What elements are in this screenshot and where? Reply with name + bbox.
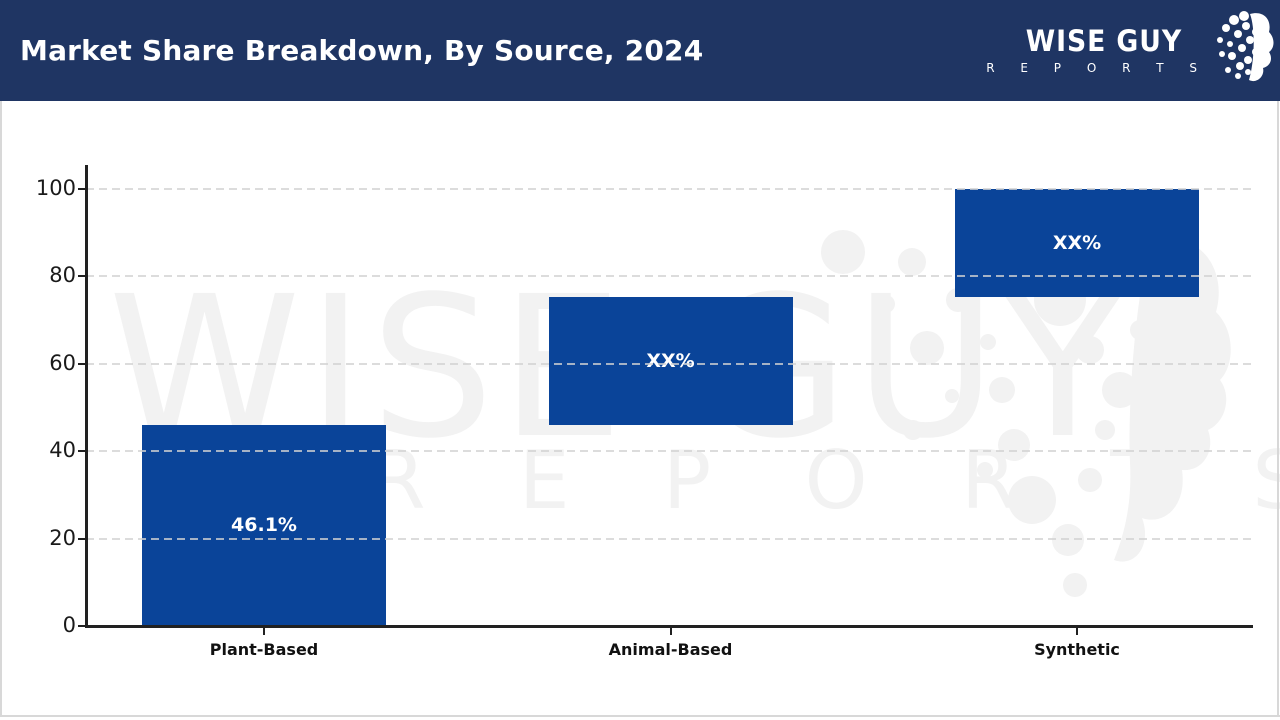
y-tick-mark bbox=[78, 188, 86, 190]
bar-segment-synthetic: XX% bbox=[955, 189, 1199, 298]
x-category-label: Plant-Based bbox=[209, 640, 319, 659]
gridline-100 bbox=[86, 188, 1253, 190]
y-tick-mark bbox=[78, 362, 86, 365]
dotted-face-profile-icon bbox=[1210, 10, 1274, 92]
brand-subname: R E P O R T S bbox=[986, 61, 1208, 75]
y-axis-line bbox=[85, 165, 88, 627]
y-tick-mark bbox=[78, 625, 86, 627]
page-border-right bbox=[1277, 101, 1279, 716]
y-tick-label: 0 bbox=[62, 613, 76, 637]
page-border-left bbox=[0, 101, 2, 716]
y-tick-mark bbox=[78, 275, 86, 278]
x-tick-mark bbox=[1076, 628, 1078, 635]
brand-logo: WISE GUY R E P O R T S bbox=[982, 10, 1274, 92]
y-tick-label: 20 bbox=[49, 525, 76, 550]
bar-value-label: XX% bbox=[1052, 232, 1102, 255]
y-tick-label: 60 bbox=[49, 350, 76, 375]
page-title: Market Share Breakdown, By Source, 2024 bbox=[20, 34, 704, 67]
gridline-80 bbox=[86, 275, 1253, 278]
x-category-label: Animal-Based bbox=[608, 640, 733, 659]
x-tick-mark bbox=[263, 628, 265, 635]
y-tick-mark bbox=[78, 537, 86, 540]
chart-area: WISE GUY R E P O R T S 46.1% XX% XX% 0 20 40 6… bbox=[0, 101, 1280, 720]
y-tick-label: 100 bbox=[35, 176, 76, 200]
gridline-60 bbox=[86, 362, 1253, 365]
page-border-bottom bbox=[0, 715, 1280, 717]
x-tick-mark bbox=[669, 628, 672, 635]
x-category-label: Synthetic bbox=[1034, 640, 1120, 659]
bar-value-label: XX% bbox=[646, 349, 695, 372]
bar-segment-plant-based: 46.1% bbox=[142, 424, 386, 626]
y-tick-label: 80 bbox=[49, 263, 76, 288]
bar-segment-animal-based: XX% bbox=[548, 297, 793, 425]
bar-value-label: 46.1% bbox=[231, 514, 297, 537]
y-tick-mark bbox=[78, 450, 86, 453]
x-axis-line bbox=[85, 625, 1253, 628]
gridline-20 bbox=[86, 537, 1253, 540]
brand-name: WISE GUY bbox=[1025, 24, 1183, 58]
brand-logo-text: WISE GUY R E P O R T S bbox=[982, 24, 1208, 75]
header-bar: Market Share Breakdown, By Source, 2024 … bbox=[0, 0, 1280, 101]
y-tick-label: 40 bbox=[49, 438, 76, 463]
gridline-40 bbox=[86, 450, 1253, 453]
